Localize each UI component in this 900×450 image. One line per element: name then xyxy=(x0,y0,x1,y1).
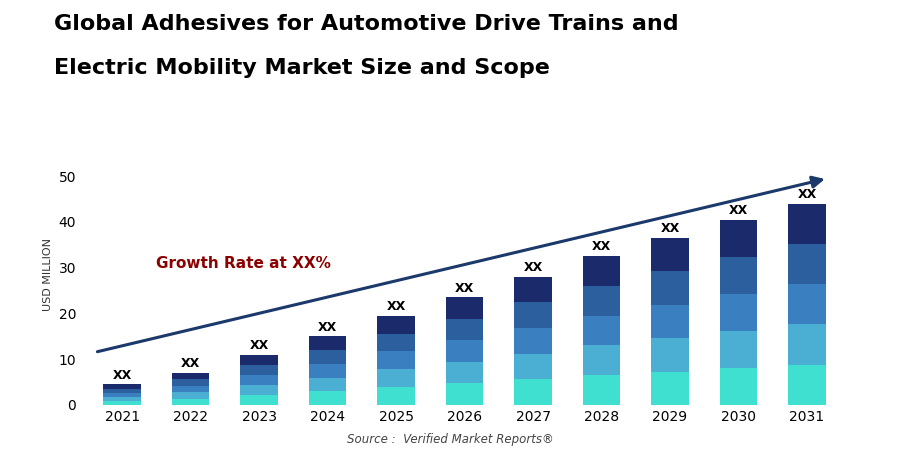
Bar xyxy=(104,384,141,388)
Bar xyxy=(309,364,346,378)
Bar xyxy=(172,373,210,379)
Bar xyxy=(582,286,620,316)
Bar xyxy=(582,346,620,375)
Bar xyxy=(582,316,620,346)
Bar xyxy=(652,305,688,338)
Text: XX: XX xyxy=(524,261,543,274)
Text: Source :  Verified Market Reports®: Source : Verified Market Reports® xyxy=(346,432,554,446)
Text: XX: XX xyxy=(112,369,131,382)
Bar xyxy=(720,331,758,368)
Bar xyxy=(788,364,826,405)
Text: Electric Mobility Market Size and Scope: Electric Mobility Market Size and Scope xyxy=(54,58,550,78)
Text: XX: XX xyxy=(249,339,269,352)
Bar xyxy=(446,297,483,319)
Bar xyxy=(788,244,826,284)
Bar xyxy=(720,368,758,405)
Text: Growth Rate at XX%: Growth Rate at XX% xyxy=(157,256,331,270)
Bar xyxy=(720,256,758,294)
Bar xyxy=(240,375,278,385)
Text: XX: XX xyxy=(318,320,338,333)
Bar xyxy=(446,362,483,383)
Bar xyxy=(514,302,552,328)
Bar xyxy=(788,324,826,364)
Bar xyxy=(309,350,346,364)
Bar xyxy=(652,238,688,271)
Bar xyxy=(309,378,346,391)
Bar xyxy=(377,369,415,387)
Bar xyxy=(788,203,826,244)
Bar xyxy=(377,387,415,405)
Bar xyxy=(446,319,483,341)
Bar xyxy=(514,379,552,405)
Bar xyxy=(582,375,620,405)
Bar xyxy=(240,355,278,365)
Bar xyxy=(309,336,346,350)
Bar xyxy=(172,379,210,386)
Bar xyxy=(377,333,415,351)
Bar xyxy=(309,391,346,405)
Bar xyxy=(104,393,141,397)
Bar xyxy=(720,220,758,256)
Bar xyxy=(514,277,552,302)
Text: XX: XX xyxy=(455,282,474,295)
Bar xyxy=(104,401,141,405)
Text: XX: XX xyxy=(386,300,406,313)
Bar xyxy=(240,385,278,395)
Bar xyxy=(104,388,141,393)
Bar xyxy=(514,328,552,354)
Text: Global Adhesives for Automotive Drive Trains and: Global Adhesives for Automotive Drive Tr… xyxy=(54,14,679,33)
Bar xyxy=(652,338,688,372)
Bar xyxy=(582,256,620,286)
Text: XX: XX xyxy=(661,222,680,235)
Bar xyxy=(446,383,483,405)
Text: XX: XX xyxy=(797,188,816,201)
Bar xyxy=(652,271,688,305)
Bar xyxy=(377,316,415,333)
Bar xyxy=(104,397,141,401)
Y-axis label: USD MILLION: USD MILLION xyxy=(43,238,53,311)
Bar xyxy=(172,392,210,399)
Bar xyxy=(240,395,278,405)
Bar xyxy=(172,399,210,405)
Bar xyxy=(377,351,415,369)
Bar xyxy=(788,284,826,324)
Bar xyxy=(652,372,688,405)
Bar xyxy=(720,294,758,331)
Bar xyxy=(446,341,483,362)
Text: XX: XX xyxy=(729,204,748,217)
Text: XX: XX xyxy=(181,357,200,370)
Text: XX: XX xyxy=(592,240,611,253)
Bar xyxy=(172,386,210,392)
Bar xyxy=(514,354,552,379)
Bar xyxy=(240,364,278,375)
